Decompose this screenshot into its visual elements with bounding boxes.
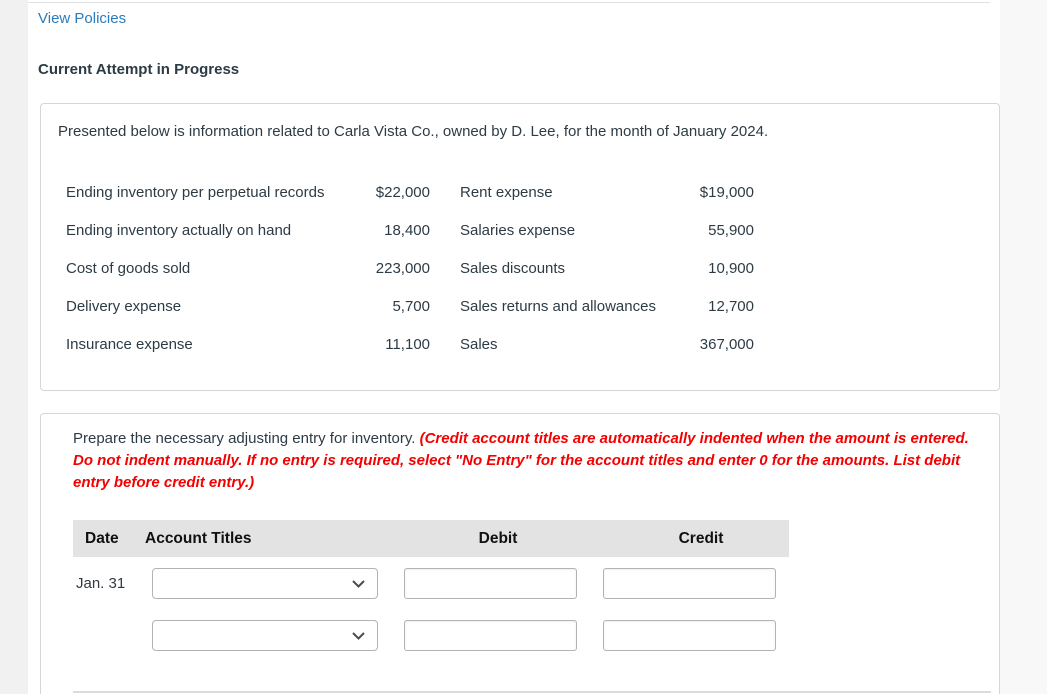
debit-input-row2[interactable] bbox=[404, 620, 577, 651]
account-title-select-row1[interactable] bbox=[152, 568, 378, 599]
task-instruction: Prepare the necessary adjusting entry fo… bbox=[73, 428, 973, 494]
account-title-select[interactable] bbox=[152, 568, 378, 599]
info-value: $22,000 bbox=[375, 183, 430, 201]
credit-input-row1[interactable] bbox=[603, 568, 776, 599]
info-label: Sales discounts bbox=[460, 259, 566, 277]
info-label: Ending inventory actually on hand bbox=[66, 221, 292, 239]
instruction-plain: Prepare the necessary adjusting entry fo… bbox=[73, 430, 420, 447]
debit-input-row1[interactable] bbox=[404, 568, 577, 599]
account-title-select[interactable] bbox=[152, 620, 378, 651]
info-label: Ending inventory per perpetual records bbox=[66, 183, 325, 201]
info-label: Insurance expense bbox=[66, 335, 193, 353]
info-label: Sales returns and allowances bbox=[460, 297, 656, 315]
info-label: Delivery expense bbox=[66, 297, 182, 315]
info-label: Salaries expense bbox=[460, 221, 576, 239]
view-policies-link[interactable]: View Policies bbox=[38, 10, 127, 27]
top-divider bbox=[28, 2, 990, 3]
info-value: 55,900 bbox=[708, 221, 754, 239]
page-gutter-right bbox=[1000, 0, 1047, 694]
problem-card: Presented below is information related t… bbox=[40, 103, 1000, 391]
info-value: 5,700 bbox=[392, 297, 430, 315]
entry-table-header: Date Account Titles Debit Credit bbox=[73, 520, 789, 557]
instruction-emphasis: (Credit account titles are automatically… bbox=[73, 430, 969, 491]
info-value: 10,900 bbox=[708, 259, 754, 277]
problem-intro: Presented below is information related t… bbox=[58, 123, 769, 140]
info-value: 367,000 bbox=[699, 335, 754, 353]
info-value: 18,400 bbox=[384, 221, 430, 239]
info-label: Cost of goods sold bbox=[66, 259, 191, 277]
entry-table-bottom-divider bbox=[73, 691, 991, 693]
section-title: Current Attempt in Progress bbox=[38, 61, 240, 78]
credit-input-row2[interactable] bbox=[603, 620, 776, 651]
header-debit: Debit bbox=[478, 530, 518, 547]
info-value: 223,000 bbox=[375, 259, 430, 277]
info-value: 12,700 bbox=[708, 297, 754, 315]
task-card: Prepare the necessary adjusting entry fo… bbox=[40, 413, 1000, 694]
main-content: View Policies Current Attempt in Progres… bbox=[28, 0, 1000, 694]
account-title-select-row2[interactable] bbox=[152, 620, 378, 651]
info-value: $19,000 bbox=[699, 183, 754, 201]
header-date: Date bbox=[85, 530, 119, 547]
info-table: Ending inventory per perpetual records $… bbox=[66, 173, 754, 363]
entry-row-date: Jan. 31 bbox=[76, 575, 126, 592]
header-credit: Credit bbox=[678, 530, 724, 547]
info-value: 11,100 bbox=[385, 335, 430, 353]
info-label: Rent expense bbox=[460, 183, 553, 201]
header-account-titles: Account Titles bbox=[145, 530, 252, 547]
info-label: Sales bbox=[460, 335, 498, 353]
